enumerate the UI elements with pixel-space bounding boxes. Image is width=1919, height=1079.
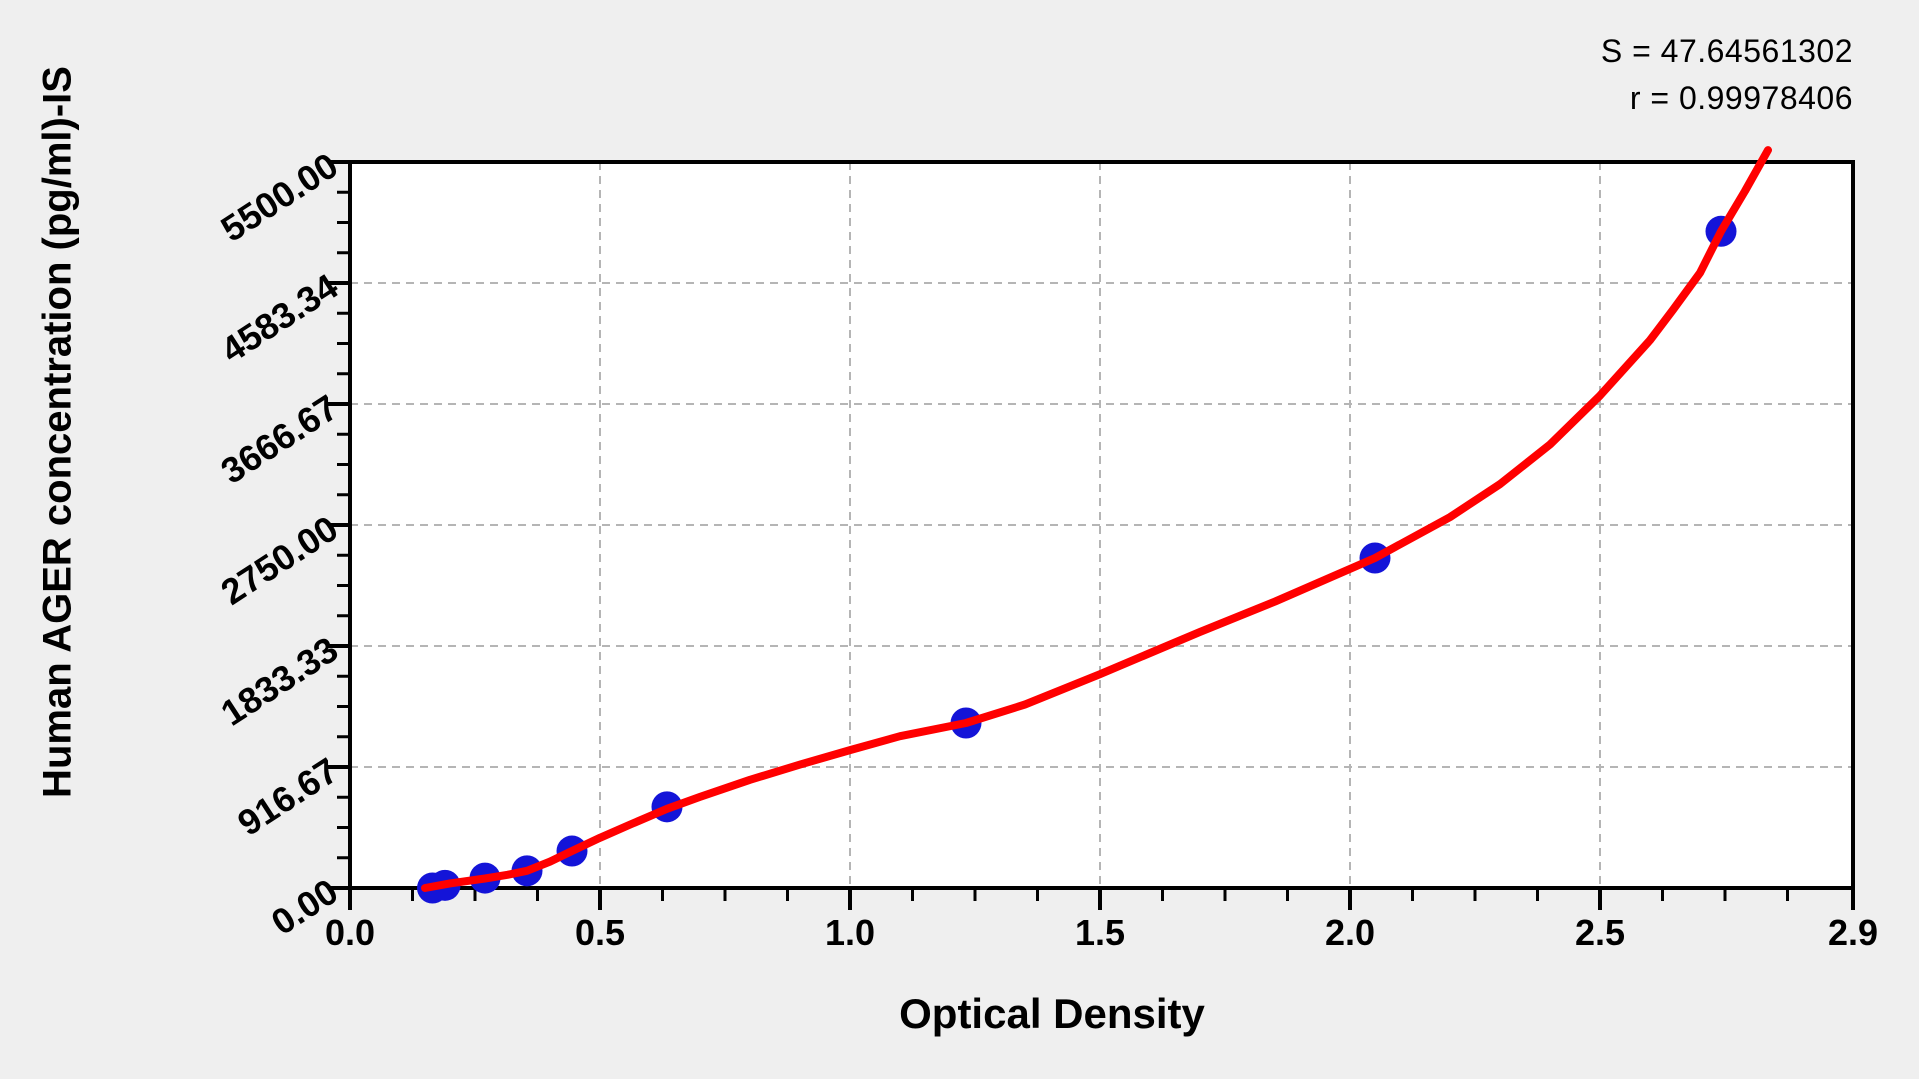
axis-ticks [328, 160, 1855, 910]
x-tick-label: 2.0 [1324, 912, 1376, 953]
r-statistic: r = 0.99978406 [1629, 80, 1853, 116]
x-axis-title: Optical Density [899, 990, 1205, 1037]
x-tick-label: 0.0 [324, 912, 376, 953]
x-tick-label-end: 2.9 [1827, 912, 1879, 953]
x-tick-label: 1.5 [1074, 912, 1126, 953]
x-tick-label: 0.5 [574, 912, 626, 953]
x-tick-label: 2.5 [1574, 912, 1626, 953]
fit-statistics: S = 47.64561302 r = 0.99978406 [1601, 28, 1853, 122]
gridlines [350, 162, 1853, 888]
x-tick-label: 1.0 [824, 912, 876, 953]
s-statistic: S = 47.64561302 [1600, 33, 1853, 69]
fit-curve [421, 146, 1772, 892]
